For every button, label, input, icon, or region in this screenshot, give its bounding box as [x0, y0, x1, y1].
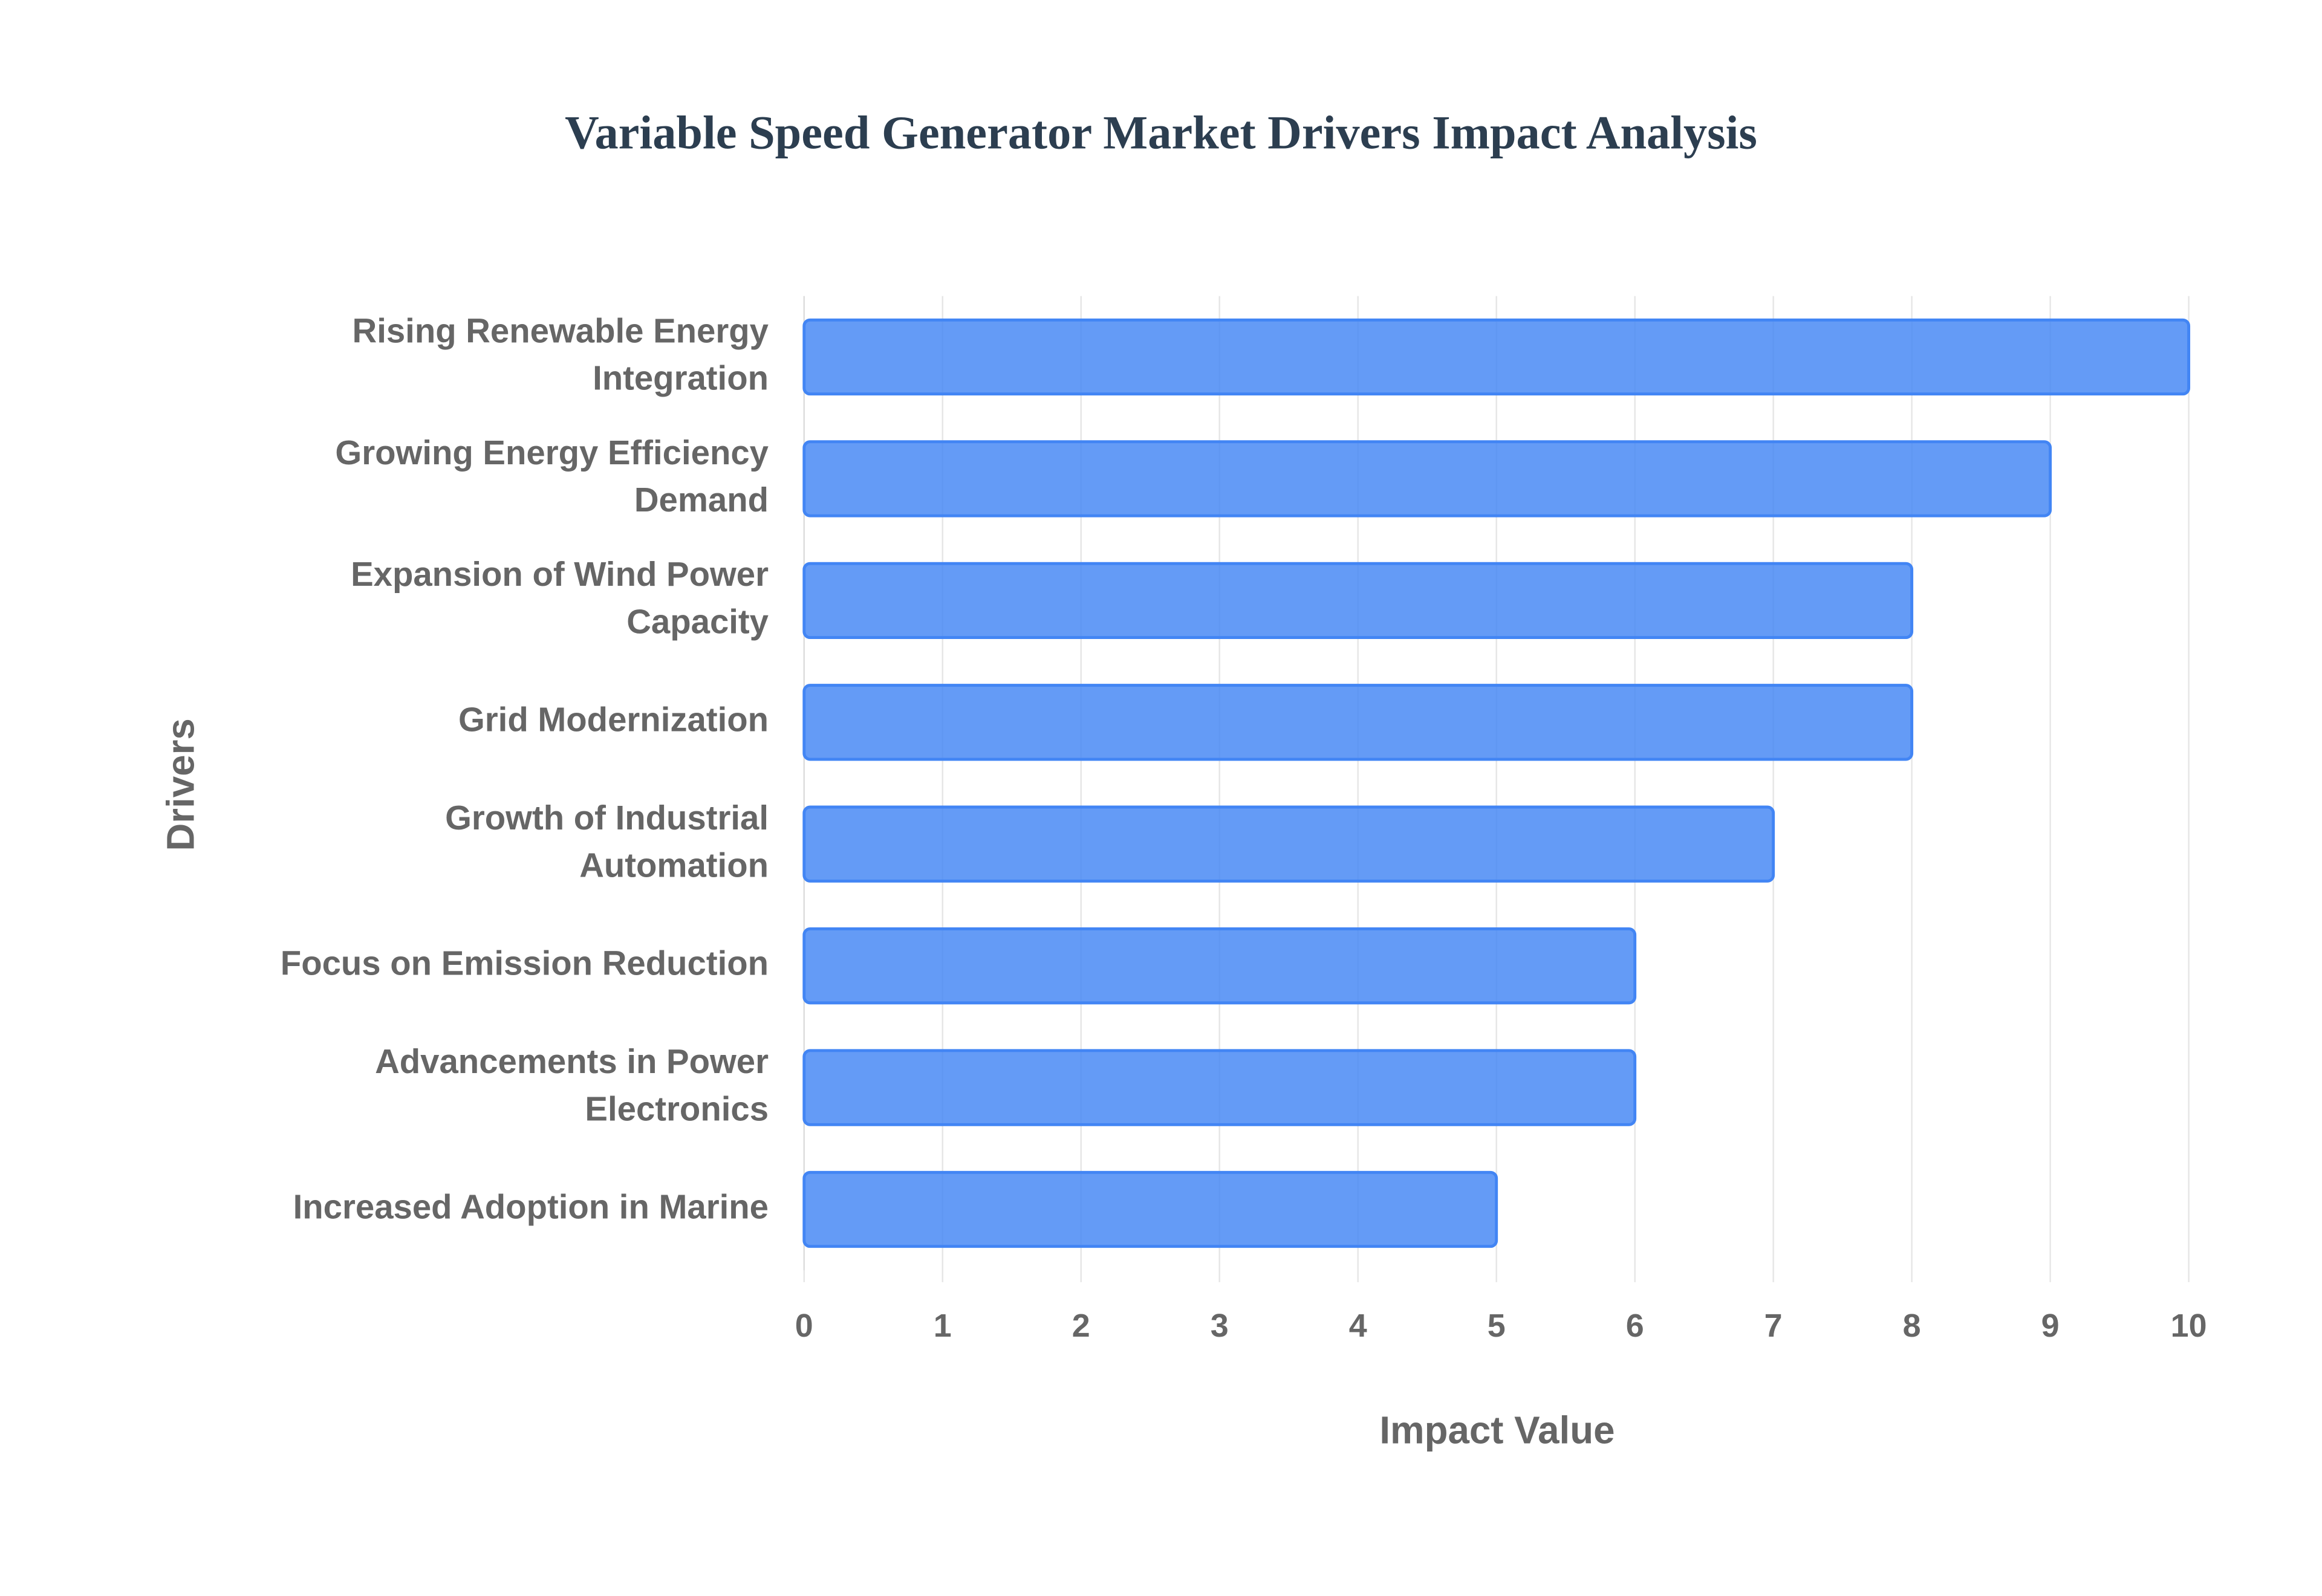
bar	[802, 440, 2052, 517]
x-tick-label: 6	[1626, 1308, 1644, 1344]
y-tick-label: Growth of Industrial Automation	[445, 799, 769, 884]
y-tick-label: Expansion of Wind Power Capacity	[351, 555, 769, 640]
y-tick-label: Growing Energy Efficiency Demand	[335, 433, 769, 519]
y-tick-label: Focus on Emission Reduction	[281, 944, 769, 982]
x-tick-label: 3	[1211, 1308, 1229, 1344]
x-tick-label: 7	[1764, 1308, 1783, 1344]
x-tick-label: 0	[795, 1308, 813, 1344]
bar	[802, 927, 1637, 1005]
x-tick-label: 5	[1488, 1308, 1506, 1344]
y-axis-title: Drivers	[159, 718, 202, 851]
x-tick-label: 8	[1903, 1308, 1921, 1344]
x-tick-label: 1	[934, 1308, 952, 1344]
bar	[802, 1170, 1498, 1248]
y-tick-label: Increased Adoption in Marine	[293, 1187, 769, 1225]
y-tick-label: Rising Renewable Energy Integration	[353, 311, 769, 397]
x-tick-label: 4	[1349, 1308, 1367, 1344]
x-tick-label: 9	[2041, 1308, 2060, 1344]
x-axis-title: Impact Value	[1379, 1409, 1615, 1452]
bar	[802, 318, 2191, 396]
y-tick-label: Grid Modernization	[458, 701, 769, 739]
x-tick-label: 2	[1072, 1308, 1090, 1344]
y-tick-label: Advancements in Power Electronics	[375, 1042, 769, 1127]
x-tick-label: 10	[2171, 1308, 2207, 1344]
bar	[802, 805, 1775, 883]
bar	[802, 562, 1914, 640]
bar	[802, 684, 1914, 761]
bar	[802, 1049, 1637, 1126]
chart-title: Variable Speed Generator Market Drivers …	[565, 106, 1757, 159]
